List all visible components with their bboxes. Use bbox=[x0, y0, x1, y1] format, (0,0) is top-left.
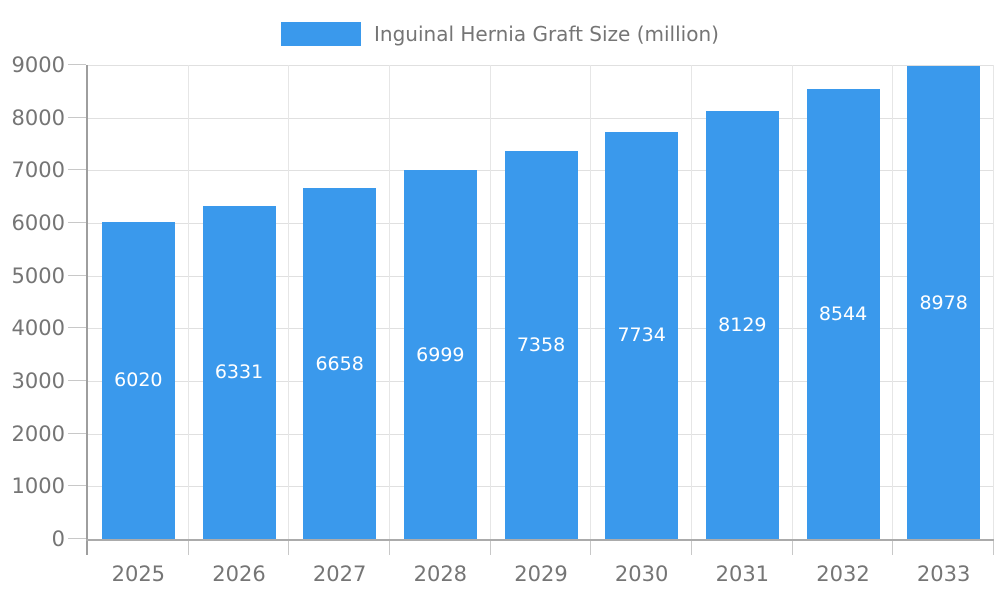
x-axis-tick bbox=[288, 541, 290, 555]
x-axis-label: 2026 bbox=[212, 562, 266, 586]
bar-value-label: 8978 bbox=[919, 291, 968, 314]
bar[interactable]: 8129 bbox=[705, 110, 779, 539]
x-axis-tick bbox=[489, 541, 491, 555]
y-axis-label: 2000 bbox=[11, 421, 65, 446]
bar-value-label: 6999 bbox=[416, 343, 465, 366]
bar[interactable]: 6658 bbox=[303, 188, 377, 539]
bar-value-label: 8544 bbox=[818, 303, 868, 326]
x-axis-tick bbox=[791, 541, 793, 555]
bar-value-label: 6331 bbox=[214, 361, 264, 384]
bar[interactable]: 6999 bbox=[403, 170, 477, 539]
y-axis-tick bbox=[68, 485, 86, 487]
plot-area: 6020 6331 6658 6999 7358 7734 8129 8544 8978 bbox=[88, 65, 994, 539]
x-gridline bbox=[187, 65, 189, 539]
x-axis-tick bbox=[691, 541, 692, 555]
y-axis-tick bbox=[68, 222, 86, 223]
x-gridline bbox=[691, 65, 692, 539]
y-axis-label: 0 bbox=[51, 527, 65, 551]
bar[interactable]: 7358 bbox=[504, 151, 578, 539]
y-axis-label: 3000 bbox=[11, 369, 65, 393]
legend-label: Inguinal Hernia Graft Size (million) bbox=[374, 22, 719, 46]
x-gridline bbox=[892, 65, 894, 539]
bar[interactable]: 7734 bbox=[605, 131, 679, 539]
y-axis-line bbox=[86, 65, 88, 555]
y-axis-tick bbox=[68, 169, 86, 171]
legend: Inguinal Hernia Graft Size (million) bbox=[0, 22, 1000, 46]
y-axis-label: 6000 bbox=[11, 211, 65, 235]
y-axis-tick bbox=[68, 274, 86, 276]
y-axis-label: 1000 bbox=[11, 474, 65, 499]
x-gridline bbox=[791, 65, 793, 539]
x-axis-label: 2031 bbox=[715, 562, 770, 586]
y-axis-label: 5000 bbox=[11, 263, 65, 288]
bar[interactable]: 6331 bbox=[202, 205, 276, 539]
bar-value-label: 7734 bbox=[617, 324, 666, 347]
y-gridline bbox=[88, 65, 994, 66]
y-axis-label: 4000 bbox=[11, 316, 65, 341]
y-axis-label: 8000 bbox=[11, 105, 65, 130]
x-axis-label: 2029 bbox=[514, 562, 568, 586]
x-axis-tick bbox=[389, 541, 390, 555]
bar[interactable]: 8978 bbox=[907, 66, 981, 539]
x-axis-label: 2025 bbox=[111, 562, 166, 586]
x-axis-tick bbox=[993, 541, 994, 555]
y-axis-tick bbox=[68, 116, 86, 118]
legend-swatch bbox=[281, 22, 362, 46]
x-axis-tick bbox=[892, 541, 894, 555]
x-axis-label: 2028 bbox=[413, 562, 468, 586]
y-axis-tick bbox=[68, 538, 86, 539]
x-axis-label: 2032 bbox=[816, 562, 870, 586]
y-axis-label: 7000 bbox=[11, 158, 65, 183]
bar-value-label: 7358 bbox=[516, 334, 566, 357]
y-axis-label: 9000 bbox=[11, 53, 65, 77]
x-axis-tick bbox=[187, 541, 189, 555]
x-gridline bbox=[288, 65, 290, 539]
x-axis-tick bbox=[590, 541, 592, 555]
bar-value-label: 8129 bbox=[718, 313, 767, 336]
bar-value-label: 6020 bbox=[114, 369, 163, 392]
y-gridline bbox=[88, 117, 994, 119]
x-axis-label: 2027 bbox=[312, 562, 367, 586]
x-gridline bbox=[590, 65, 592, 539]
y-axis-tick bbox=[68, 380, 86, 381]
y-axis-tick bbox=[68, 327, 86, 329]
y-axis-tick bbox=[68, 64, 86, 65]
x-gridline bbox=[993, 65, 994, 539]
x-gridline bbox=[389, 65, 390, 539]
bar[interactable]: 8544 bbox=[806, 89, 880, 539]
x-axis-line bbox=[86, 539, 994, 541]
y-axis-tick bbox=[68, 432, 86, 434]
x-gridline bbox=[489, 65, 491, 539]
bar-value-label: 6658 bbox=[315, 352, 364, 375]
x-axis-label: 2033 bbox=[916, 562, 971, 586]
x-axis-label: 2030 bbox=[614, 562, 669, 586]
bar[interactable]: 6020 bbox=[101, 221, 175, 539]
